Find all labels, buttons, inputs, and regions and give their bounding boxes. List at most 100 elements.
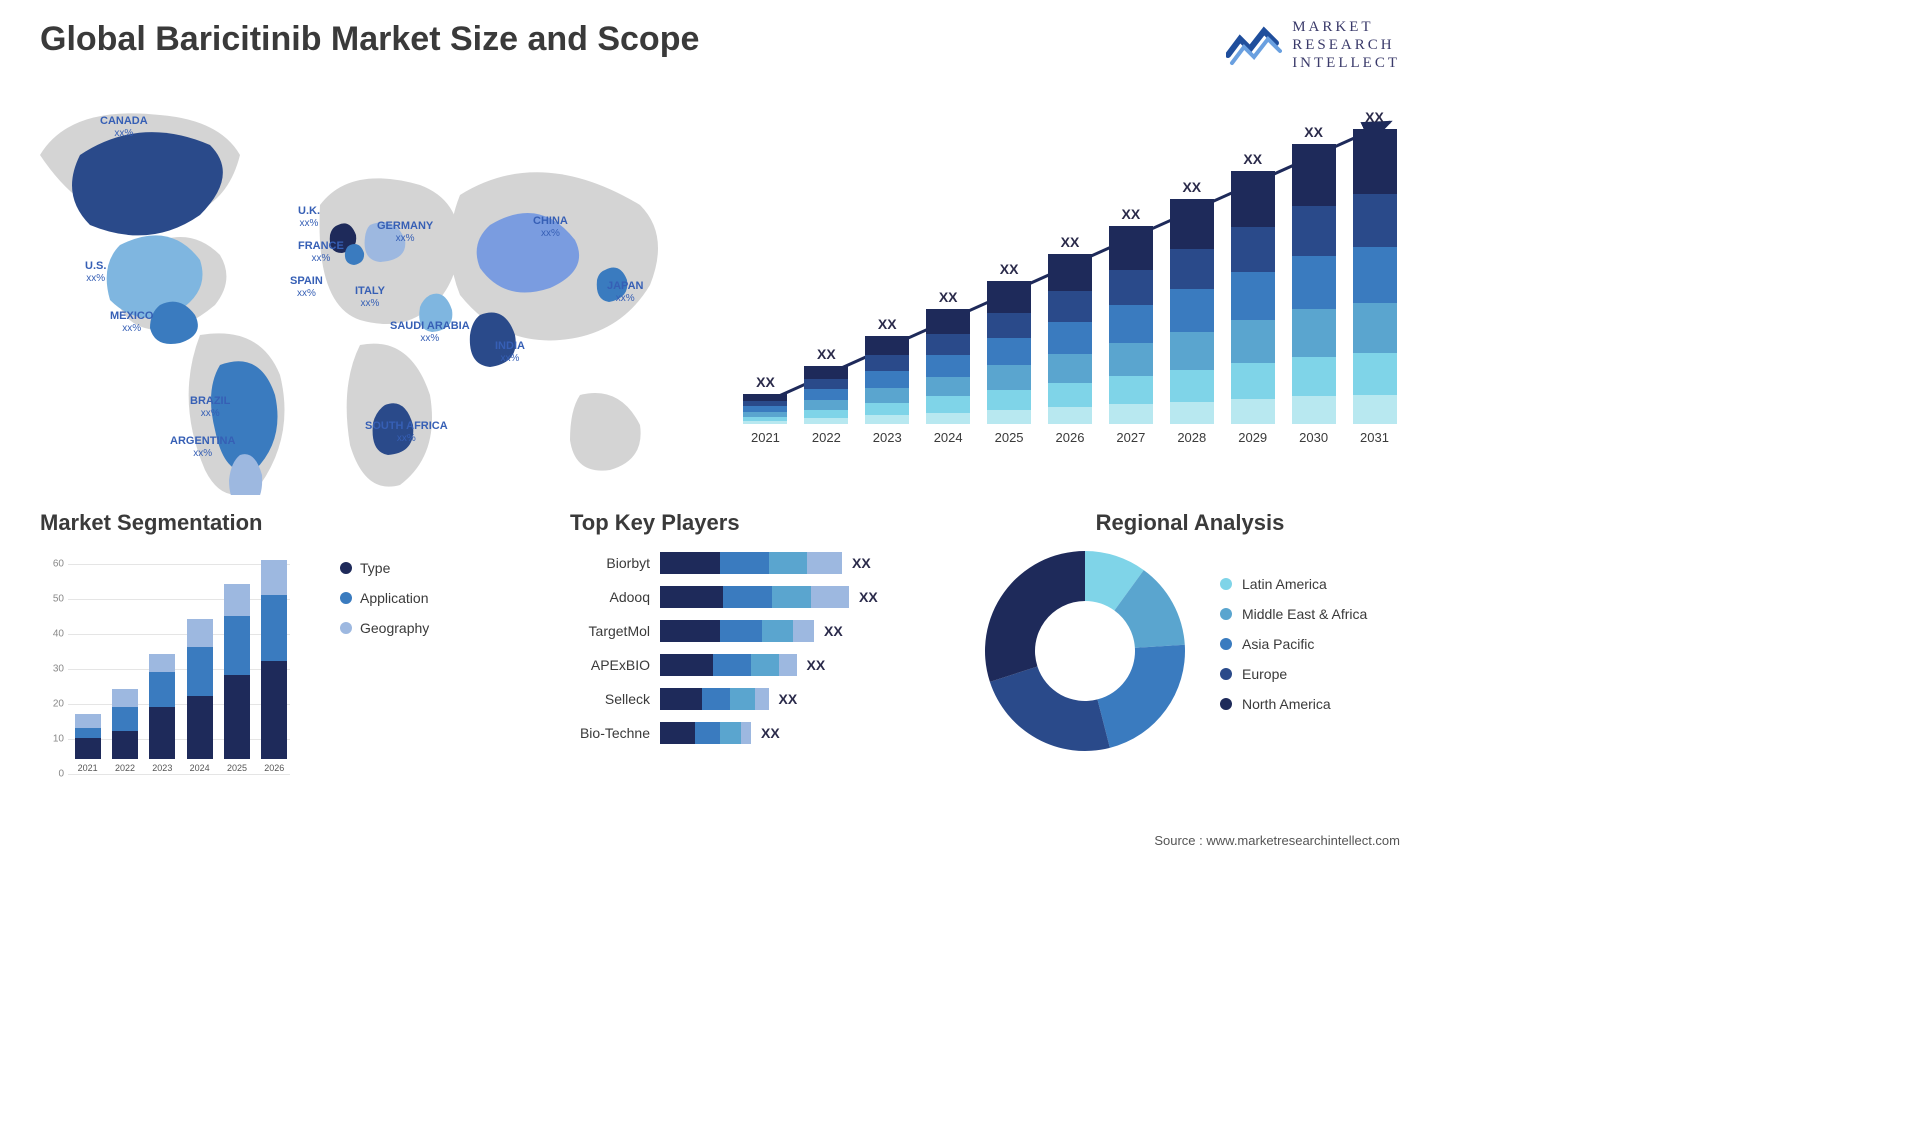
seg-legend-label: Type <box>360 560 390 576</box>
growth-segment <box>1109 270 1153 306</box>
map-label: GERMANYxx% <box>377 220 433 245</box>
brand-line1: MARKET <box>1292 18 1400 36</box>
regional-donut <box>980 546 1190 756</box>
growth-value-label: XX <box>817 346 836 362</box>
seg-legend-item: Geography <box>340 620 429 636</box>
map-label: U.S.xx% <box>85 260 106 285</box>
growth-segment <box>865 388 909 403</box>
player-value-label: XX <box>852 555 871 571</box>
player-segment <box>695 722 720 744</box>
regional-legend-label: Middle East & Africa <box>1242 606 1367 622</box>
player-value-label: XX <box>824 623 843 639</box>
growth-year-label: 2026 <box>1056 430 1085 445</box>
growth-segment <box>804 366 848 379</box>
growth-segment <box>1048 322 1092 354</box>
growth-segment <box>926 377 970 397</box>
growth-segment <box>743 394 787 401</box>
segmentation-legend: TypeApplicationGeography <box>340 560 429 650</box>
growth-bar: XX2025 <box>984 261 1035 445</box>
growth-segment <box>987 338 1031 365</box>
brand-text: MARKET RESEARCH INTELLECT <box>1292 18 1400 72</box>
seg-legend-label: Geography <box>360 620 429 636</box>
player-segment <box>793 620 814 642</box>
growth-bar: XX2031 <box>1349 109 1400 445</box>
brand-logo: MARKET RESEARCH INTELLECT <box>1226 18 1400 72</box>
player-name: Adooq <box>570 589 660 605</box>
growth-segment <box>1109 376 1153 404</box>
seg-ytick: 50 <box>40 594 64 605</box>
growth-segment <box>1109 404 1153 424</box>
seg-ytick: 20 <box>40 699 64 710</box>
growth-segment <box>865 371 909 388</box>
growth-segment <box>1231 227 1275 273</box>
growth-segment <box>1292 144 1336 206</box>
growth-bar: XX2030 <box>1288 124 1339 445</box>
player-segment <box>660 654 713 676</box>
growth-segment <box>1231 320 1275 363</box>
segmentation-chart: 0102030405060 202120222023202420252026 <box>40 546 290 791</box>
players-panel: Top Key Players BiorbytXXAdooqXXTargetMo… <box>570 510 970 754</box>
map-label: CANADAxx% <box>100 115 148 140</box>
growth-segment <box>987 390 1031 410</box>
growth-segment <box>1353 129 1397 194</box>
player-row: Bio-TechneXX <box>570 720 970 746</box>
growth-segment <box>1170 402 1214 425</box>
player-segment <box>720 722 741 744</box>
legend-dot-icon <box>1220 698 1232 710</box>
seg-ytick: 40 <box>40 629 64 640</box>
growth-value-label: XX <box>1182 179 1201 195</box>
growth-segment <box>1048 254 1092 291</box>
player-row: TargetMol XX <box>570 618 970 644</box>
growth-segment <box>1231 171 1275 227</box>
player-row: BiorbytXX <box>570 550 970 576</box>
seg-segment <box>149 707 175 760</box>
growth-segment <box>1231 272 1275 320</box>
legend-dot-icon <box>340 562 352 574</box>
player-segment <box>762 620 794 642</box>
growth-bar: XX2024 <box>923 289 974 445</box>
growth-segment <box>1170 370 1214 402</box>
growth-segment <box>1353 353 1397 394</box>
growth-year-label: 2028 <box>1177 430 1206 445</box>
player-segment <box>660 688 702 710</box>
seg-legend-item: Type <box>340 560 429 576</box>
growth-segment <box>1353 303 1397 353</box>
seg-ytick: 30 <box>40 664 64 675</box>
growth-segment <box>865 403 909 415</box>
growth-segment <box>1170 199 1214 249</box>
brand-line2: RESEARCH <box>1292 36 1400 54</box>
page-title: Global Baricitinib Market Size and Scope <box>40 20 699 59</box>
seg-year-label: 2024 <box>190 763 210 773</box>
growth-chart: XX2021XX2022XX2023XX2024XX2025XX2026XX20… <box>740 110 1400 470</box>
growth-value-label: XX <box>1061 234 1080 250</box>
map-label: CHINAxx% <box>533 215 568 240</box>
seg-segment <box>112 689 138 707</box>
growth-segment <box>804 389 848 400</box>
growth-bar: XX2022 <box>801 346 852 445</box>
growth-year-label: 2027 <box>1116 430 1145 445</box>
growth-year-label: 2021 <box>751 430 780 445</box>
growth-value-label: XX <box>1365 109 1384 125</box>
growth-value-label: XX <box>1122 206 1141 222</box>
regional-legend-label: Europe <box>1242 666 1287 682</box>
growth-segment <box>1231 363 1275 398</box>
growth-bar: XX 2021 <box>740 374 791 445</box>
legend-dot-icon <box>1220 578 1232 590</box>
segmentation-panel: Market Segmentation 0102030405060 202120… <box>40 510 440 791</box>
seg-segment <box>261 595 287 662</box>
seg-year-label: 2026 <box>264 763 284 773</box>
growth-value-label: XX <box>756 374 775 390</box>
growth-segment <box>1109 343 1153 377</box>
player-segment <box>730 688 755 710</box>
seg-segment <box>112 731 138 759</box>
seg-segment <box>187 647 213 696</box>
player-segment <box>720 552 769 574</box>
growth-segment <box>926 309 970 334</box>
growth-segment <box>987 281 1031 312</box>
seg-segment <box>112 707 138 732</box>
regional-legend-label: Asia Pacific <box>1242 636 1314 652</box>
player-name: TargetMol <box>570 623 660 639</box>
brand-icon <box>1226 23 1282 67</box>
seg-segment <box>187 619 213 647</box>
growth-segment <box>804 379 848 389</box>
